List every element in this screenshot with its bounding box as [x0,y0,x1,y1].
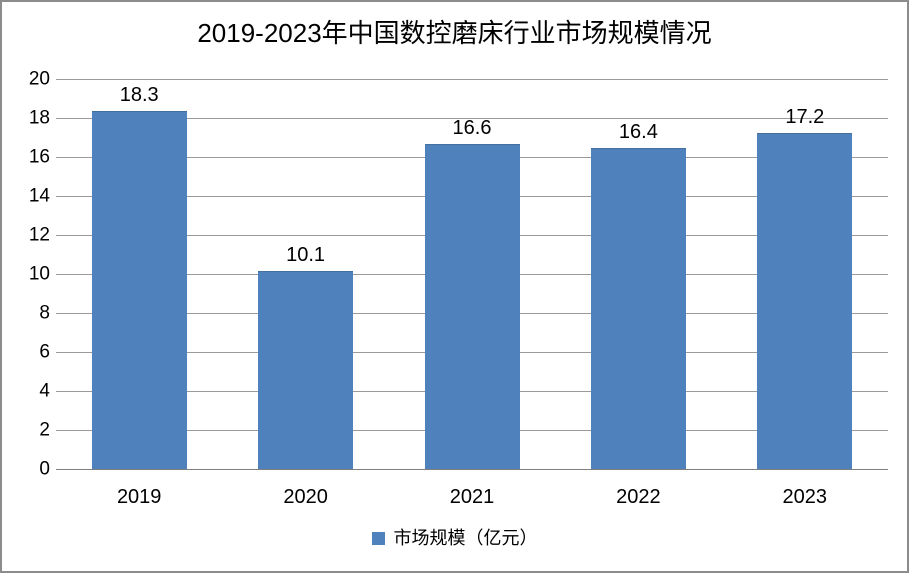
bar-2021 [424,144,520,469]
legend: 市场规模（亿元） [2,527,907,549]
legend-label: 市场规模（亿元） [393,528,538,548]
y-tick-label: 2 [39,419,50,441]
x-tick-label-2023: 2023 [782,486,828,508]
value-label-2022: 16.4 [618,121,658,144]
plot-area: 18.3 10.1 16.6 16.4 17.2 [56,79,888,470]
y-axis: 0 2 4 6 8 10 12 14 16 18 20 [8,70,50,479]
legend-marker-icon [371,531,385,545]
y-tick-label: 18 [28,107,50,129]
x-axis-line [56,469,888,470]
x-axis: 2019 2020 2021 2022 2023 [56,485,888,511]
y-tick-label: 16 [28,146,50,168]
y-tick-label: 20 [28,68,50,90]
bar-2022 [590,148,686,469]
gridline [56,118,888,119]
x-tick-label-2019: 2019 [116,486,162,508]
x-tick-label-2022: 2022 [616,486,661,508]
value-label-2023: 17.2 [785,105,825,128]
gridline [56,79,888,80]
y-tick-label: 8 [39,302,50,324]
value-label-2020: 10.1 [286,244,326,267]
value-label-2021: 16.6 [452,117,492,140]
y-tick-label: 4 [39,380,50,402]
y-tick-label: 14 [28,185,50,207]
y-tick-label: 6 [39,341,50,363]
y-tick-label: 10 [28,263,50,285]
bar-2023 [757,132,853,469]
x-tick-label-2020: 2020 [283,486,328,508]
x-tick-label-2021: 2021 [449,486,495,508]
y-tick-label: 12 [28,224,50,246]
value-label-2019: 18.3 [119,84,159,107]
chart-title: 2019-2023年中国数控磨床行业市场规模情况 [197,18,712,48]
bar-2019 [91,111,187,469]
bar-2020 [258,271,354,469]
y-tick-label: 0 [39,458,50,480]
